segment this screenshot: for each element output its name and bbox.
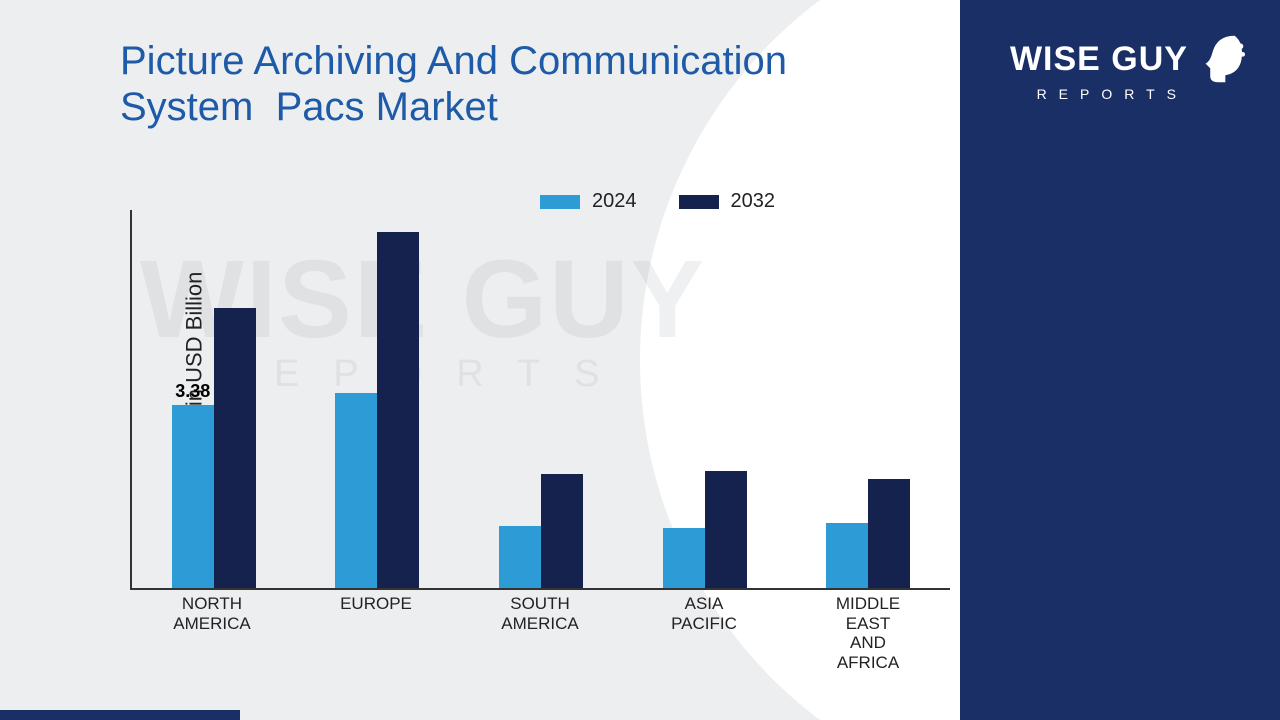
bar-value-label: 3.38 — [175, 381, 210, 402]
x-label: MIDDLEEASTANDAFRICA — [786, 594, 950, 672]
chart: Market Size in USD Billion 3.38 NORTHAME… — [110, 180, 950, 620]
plot-area: 3.38 — [130, 210, 950, 590]
legend-label-2024: 2024 — [592, 190, 637, 213]
x-label: ASIAPACIFIC — [622, 594, 786, 672]
brand-head-icon — [1194, 30, 1252, 88]
bar-group — [623, 471, 787, 588]
x-label: EUROPE — [294, 594, 458, 672]
legend: 2024 2032 — [540, 190, 775, 213]
legend-swatch-2032 — [679, 195, 719, 209]
x-axis-labels: NORTHAMERICAEUROPESOUTHAMERICAASIAPACIFI… — [130, 594, 950, 672]
brand-sub: REPORTS — [1010, 86, 1188, 102]
bar — [826, 523, 868, 588]
bar-group: 3.38 — [132, 308, 296, 588]
bar — [377, 232, 419, 588]
bar-groups: 3.38 — [132, 210, 950, 588]
bar — [335, 393, 377, 588]
bar — [663, 528, 705, 588]
legend-swatch-2024 — [540, 195, 580, 209]
x-label: NORTHAMERICA — [130, 594, 294, 672]
brand-name: WISE GUY — [1010, 40, 1188, 79]
legend-label-2032: 2032 — [731, 190, 776, 213]
bar — [499, 526, 541, 588]
bar — [214, 308, 256, 588]
bar-group — [459, 474, 623, 588]
legend-item-2032: 2032 — [679, 190, 776, 213]
bar: 3.38 — [172, 405, 214, 588]
bar — [705, 471, 747, 588]
x-label: SOUTHAMERICA — [458, 594, 622, 672]
chart-title: Picture Archiving And Communication Syst… — [120, 38, 900, 130]
legend-item-2024: 2024 — [540, 190, 637, 213]
right-stripe — [960, 0, 1280, 720]
bar-group — [296, 232, 460, 588]
bar — [868, 479, 910, 588]
bar-group — [786, 479, 950, 588]
bottom-accent-bar — [0, 710, 240, 720]
bar — [541, 474, 583, 588]
brand-logo: WISE GUY REPORTS — [1010, 30, 1252, 102]
